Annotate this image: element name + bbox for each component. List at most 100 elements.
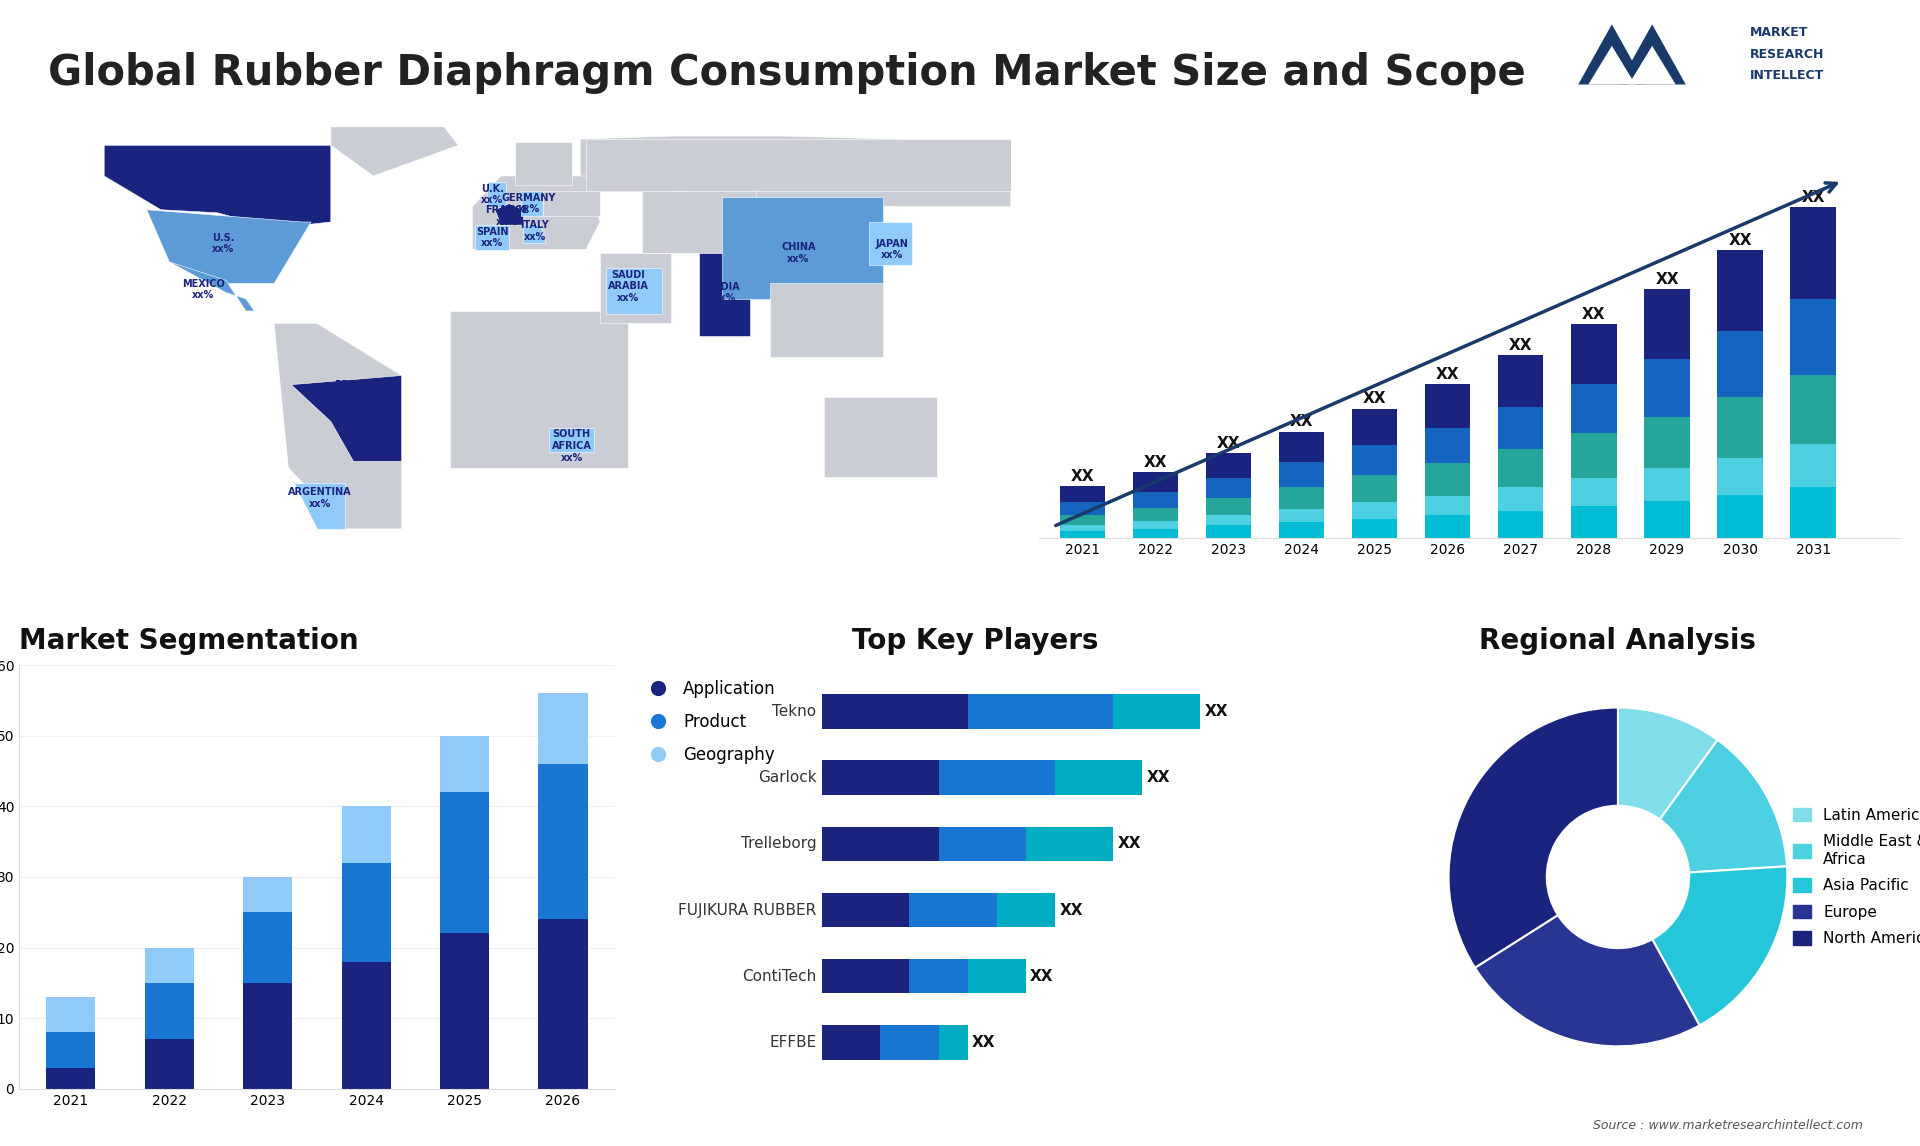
Bar: [1791, 299, 1836, 375]
Bar: [538, 764, 588, 919]
Wedge shape: [1653, 866, 1788, 1026]
Bar: [1644, 289, 1690, 359]
Polygon shape: [472, 176, 599, 250]
Bar: [1206, 478, 1252, 497]
Polygon shape: [1628, 46, 1676, 85]
Polygon shape: [104, 146, 330, 228]
Bar: [1791, 207, 1836, 299]
Text: CANADA
xx%: CANADA xx%: [180, 150, 227, 172]
Bar: [244, 912, 292, 983]
Polygon shape: [643, 191, 756, 253]
Polygon shape: [486, 182, 507, 206]
Polygon shape: [520, 191, 543, 215]
Bar: [1498, 355, 1544, 407]
Polygon shape: [722, 197, 883, 299]
Bar: [1133, 529, 1179, 539]
Bar: [1791, 445, 1836, 487]
Text: XX: XX: [1363, 391, 1386, 407]
Polygon shape: [549, 427, 595, 453]
Bar: [968, 694, 1114, 729]
Polygon shape: [515, 142, 572, 186]
Bar: [342, 961, 392, 1089]
Bar: [440, 792, 490, 933]
Bar: [1279, 523, 1325, 539]
Legend: Latin America, Middle East &
Africa, Asia Pacific, Europe, North America: Latin America, Middle East & Africa, Asi…: [1786, 801, 1920, 952]
Text: Garlock: Garlock: [758, 770, 816, 785]
Bar: [939, 761, 1054, 795]
Bar: [968, 959, 1025, 994]
Bar: [46, 1033, 96, 1068]
Bar: [1571, 324, 1617, 384]
Bar: [1791, 487, 1836, 539]
Bar: [1716, 331, 1763, 398]
Text: XX: XX: [1060, 903, 1083, 918]
Text: FRANCE
xx%: FRANCE xx%: [484, 205, 528, 227]
Bar: [144, 948, 194, 983]
Bar: [1571, 433, 1617, 478]
Bar: [1571, 505, 1617, 539]
Text: XX: XX: [1217, 435, 1240, 450]
Text: MEXICO
xx%: MEXICO xx%: [182, 278, 225, 300]
Bar: [1425, 495, 1471, 515]
Bar: [144, 1039, 194, 1089]
Title: Regional Analysis: Regional Analysis: [1480, 627, 1757, 654]
Bar: [244, 983, 292, 1089]
Polygon shape: [1578, 24, 1645, 85]
Text: XX: XX: [1071, 469, 1094, 484]
Bar: [1060, 515, 1106, 526]
Polygon shape: [699, 253, 751, 336]
Bar: [1025, 826, 1114, 861]
Polygon shape: [146, 210, 311, 283]
Bar: [822, 761, 939, 795]
Bar: [538, 693, 588, 764]
Polygon shape: [586, 139, 1010, 191]
Text: U.K.
xx%: U.K. xx%: [480, 183, 503, 205]
Polygon shape: [1588, 46, 1636, 85]
Text: XX: XX: [1117, 837, 1140, 851]
Bar: [342, 807, 392, 863]
Wedge shape: [1619, 707, 1718, 819]
Bar: [538, 919, 588, 1089]
Polygon shape: [275, 323, 401, 529]
Bar: [46, 1068, 96, 1089]
Polygon shape: [770, 283, 883, 358]
Text: MARKET: MARKET: [1749, 26, 1809, 39]
Bar: [1425, 463, 1471, 495]
Text: ITALY
xx%: ITALY xx%: [520, 220, 549, 242]
Bar: [910, 959, 968, 994]
Polygon shape: [1619, 24, 1686, 85]
Bar: [1352, 409, 1398, 446]
Text: XX: XX: [1436, 367, 1459, 382]
Wedge shape: [1475, 915, 1699, 1046]
Text: SAUDI
ARABIA
xx%: SAUDI ARABIA xx%: [609, 269, 649, 303]
Bar: [1352, 446, 1398, 476]
Bar: [1791, 375, 1836, 445]
Bar: [1644, 501, 1690, 539]
Text: SOUTH
AFRICA
xx%: SOUTH AFRICA xx%: [551, 430, 591, 463]
Legend: Application, Product, Geography: Application, Product, Geography: [636, 674, 783, 771]
Bar: [1352, 476, 1398, 502]
Bar: [1644, 359, 1690, 417]
Text: XX: XX: [1509, 338, 1532, 353]
Bar: [1716, 398, 1763, 457]
Text: ContiTech: ContiTech: [743, 968, 816, 983]
Bar: [1133, 492, 1179, 508]
Text: FUJIKURA RUBBER: FUJIKURA RUBBER: [678, 903, 816, 918]
Bar: [1425, 515, 1471, 539]
Polygon shape: [246, 311, 282, 336]
Bar: [1279, 462, 1325, 487]
Text: XX: XX: [1582, 307, 1605, 322]
Text: BRAZIL
xx%: BRAZIL xx%: [334, 380, 372, 401]
Bar: [1571, 384, 1617, 433]
Wedge shape: [1448, 707, 1619, 967]
Text: XX: XX: [1144, 455, 1167, 470]
Bar: [1279, 509, 1325, 523]
Text: XX: XX: [1801, 190, 1824, 205]
Text: Source : www.marketresearchintellect.com: Source : www.marketresearchintellect.com: [1592, 1120, 1862, 1132]
Bar: [1206, 453, 1252, 478]
Polygon shape: [169, 262, 253, 311]
Text: CHINA
xx%: CHINA xx%: [781, 242, 816, 264]
Text: ARGENTINA
xx%: ARGENTINA xx%: [288, 487, 351, 509]
Bar: [1133, 521, 1179, 529]
Bar: [1498, 449, 1544, 487]
